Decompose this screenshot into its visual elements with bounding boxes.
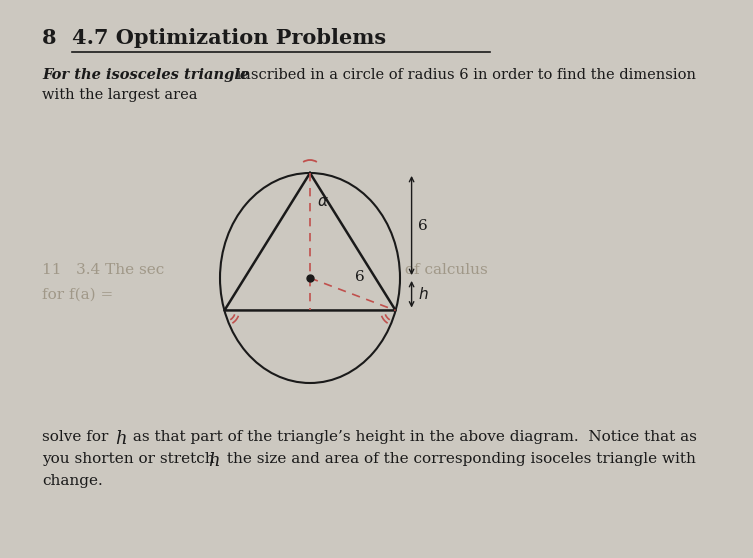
Text: h: h [208, 452, 220, 470]
Text: h: h [115, 430, 127, 448]
Text: 4.7 Optimization Problems: 4.7 Optimization Problems [72, 28, 386, 48]
Text: you shorten or stretch: you shorten or stretch [42, 452, 220, 466]
Text: 11   3.4 The sec: 11 3.4 The sec [42, 263, 164, 277]
Text: of calculus: of calculus [400, 263, 488, 277]
Text: inscribed in a circle of radius 6 in order to find the dimension: inscribed in a circle of radius 6 in ord… [232, 68, 696, 82]
Text: 6: 6 [418, 219, 428, 233]
Text: for f(a) =: for f(a) = [42, 288, 113, 302]
Text: 8: 8 [42, 28, 56, 48]
Text: the size and area of the corresponding isoceles triangle with: the size and area of the corresponding i… [222, 452, 696, 466]
Text: $\alpha$: $\alpha$ [317, 195, 329, 209]
Text: solve for: solve for [42, 430, 113, 444]
Text: 6: 6 [355, 270, 364, 284]
Text: change.: change. [42, 474, 102, 488]
Text: as that part of the triangle’s height in the above diagram.  Notice that as: as that part of the triangle’s height in… [128, 430, 697, 444]
Text: For the isosceles triangle: For the isosceles triangle [42, 68, 249, 82]
Text: with the largest area: with the largest area [42, 88, 197, 102]
Text: $h$: $h$ [418, 286, 428, 302]
